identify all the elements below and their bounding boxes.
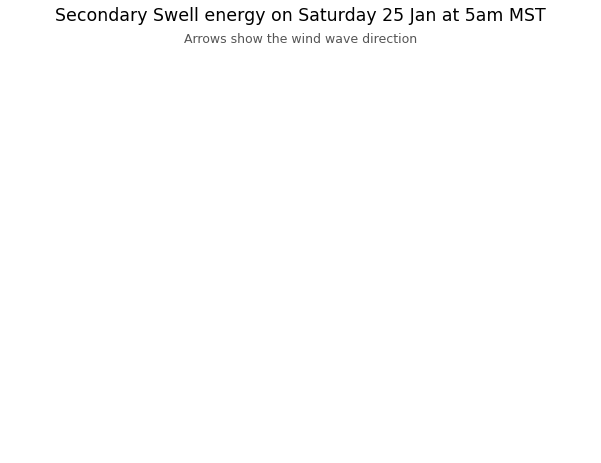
Text: Secondary Swell energy on Saturday 25 Jan at 5am MST: Secondary Swell energy on Saturday 25 Ja…	[55, 7, 546, 25]
Text: cartopy required: cartopy required	[243, 251, 358, 265]
Text: Arrows show the wind wave direction: Arrows show the wind wave direction	[184, 32, 417, 45]
